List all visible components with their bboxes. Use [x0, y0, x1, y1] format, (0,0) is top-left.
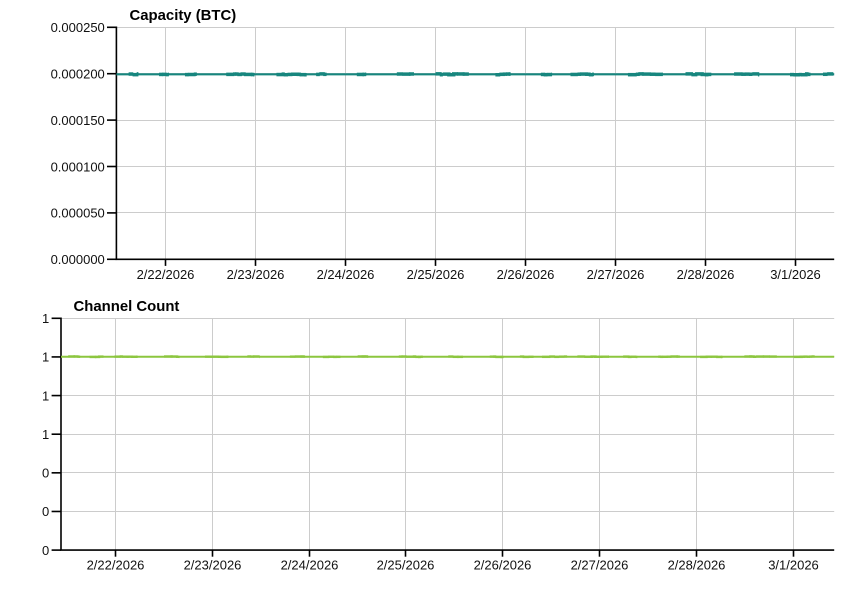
svg-text:1: 1 [42, 388, 49, 403]
svg-text:1: 1 [42, 427, 49, 442]
svg-text:2/22/2026: 2/22/2026 [137, 267, 195, 282]
svg-text:Capacity (BTC): Capacity (BTC) [130, 8, 237, 24]
svg-text:0.000050: 0.000050 [51, 206, 105, 221]
svg-text:3/1/2026: 3/1/2026 [770, 267, 821, 282]
svg-text:0.000250: 0.000250 [51, 20, 105, 35]
svg-text:0.000100: 0.000100 [51, 159, 105, 174]
svg-text:2/25/2026: 2/25/2026 [407, 267, 465, 282]
svg-text:2/25/2026: 2/25/2026 [377, 557, 435, 572]
svg-text:0: 0 [42, 504, 49, 519]
svg-text:2/24/2026: 2/24/2026 [317, 267, 375, 282]
svg-text:2/28/2026: 2/28/2026 [668, 557, 726, 572]
svg-text:2/26/2026: 2/26/2026 [474, 557, 532, 572]
svg-text:0: 0 [42, 543, 49, 558]
svg-text:2/28/2026: 2/28/2026 [677, 267, 735, 282]
svg-text:2/24/2026: 2/24/2026 [281, 557, 339, 572]
svg-text:0.000150: 0.000150 [51, 113, 105, 128]
svg-text:2/23/2026: 2/23/2026 [184, 557, 242, 572]
svg-text:2/22/2026: 2/22/2026 [87, 557, 145, 572]
svg-text:1: 1 [42, 350, 49, 365]
svg-text:0.000000: 0.000000 [51, 252, 105, 267]
svg-text:1: 1 [42, 311, 49, 326]
svg-text:2/27/2026: 2/27/2026 [571, 557, 629, 572]
svg-text:3/1/2026: 3/1/2026 [768, 557, 819, 572]
svg-text:2/27/2026: 2/27/2026 [587, 267, 645, 282]
svg-text:0: 0 [42, 466, 49, 481]
svg-text:2/23/2026: 2/23/2026 [227, 267, 285, 282]
svg-text:0.000200: 0.000200 [51, 66, 105, 81]
svg-text:Channel Count: Channel Count [74, 299, 180, 315]
svg-text:2/26/2026: 2/26/2026 [497, 267, 555, 282]
